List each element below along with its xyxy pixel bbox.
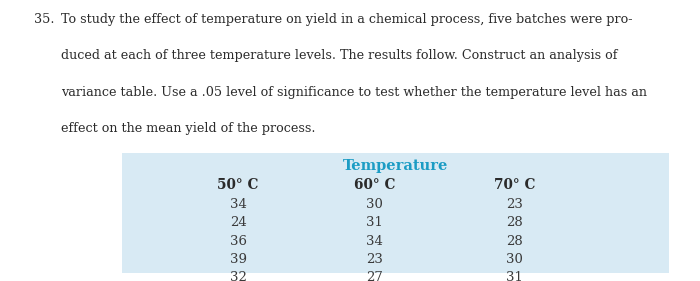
Text: 31: 31 — [506, 271, 523, 281]
Text: 23: 23 — [366, 253, 383, 266]
Text: Temperature: Temperature — [343, 159, 448, 173]
Text: effect on the mean yield of the process.: effect on the mean yield of the process. — [61, 122, 316, 135]
Text: 28: 28 — [506, 216, 523, 229]
Text: 35.: 35. — [34, 13, 54, 26]
Text: duced at each of three temperature levels. The results follow. Construct an anal: duced at each of three temperature level… — [61, 49, 617, 62]
Text: To study the effect of temperature on yield in a chemical process, five batches : To study the effect of temperature on yi… — [61, 13, 632, 26]
Text: 39: 39 — [230, 253, 246, 266]
Text: 30: 30 — [506, 253, 523, 266]
Text: 23: 23 — [506, 198, 523, 211]
FancyBboxPatch shape — [122, 153, 668, 273]
Text: 32: 32 — [230, 271, 246, 281]
Text: variance table. Use a .05 level of significance to test whether the temperature : variance table. Use a .05 level of signi… — [61, 86, 647, 99]
Text: 27: 27 — [366, 271, 383, 281]
Text: 34: 34 — [366, 235, 383, 248]
Text: 24: 24 — [230, 216, 246, 229]
Text: 36: 36 — [230, 235, 246, 248]
Text: 31: 31 — [366, 216, 383, 229]
Text: 30: 30 — [366, 198, 383, 211]
Text: 50° C: 50° C — [217, 178, 259, 192]
Text: 60° C: 60° C — [354, 178, 395, 192]
Text: 70° C: 70° C — [494, 178, 536, 192]
Text: 34: 34 — [230, 198, 246, 211]
Text: 28: 28 — [506, 235, 523, 248]
